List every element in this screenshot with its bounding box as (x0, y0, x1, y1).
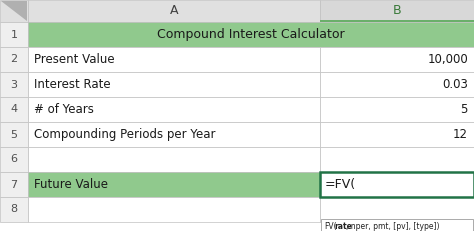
Text: 3: 3 (10, 79, 18, 89)
Bar (28, 97, 320, 122)
Bar (28, 122, 320, 147)
Bar (320, 197, 474, 222)
Text: # of Years: # of Years (34, 103, 94, 116)
Bar (28, 0, 320, 22)
Bar (320, 122, 474, 147)
Text: 6: 6 (10, 155, 18, 164)
Text: Compound Interest Calculator: Compound Interest Calculator (157, 28, 345, 41)
Bar (0, 122, 28, 147)
Bar (28, 172, 320, 197)
Bar (0, 172, 28, 197)
Text: Future Value: Future Value (34, 178, 108, 191)
Bar (28, 147, 320, 172)
Bar (0, 97, 28, 122)
Bar (28, 197, 320, 222)
Text: , nper, pmt, [pv], [type]): , nper, pmt, [pv], [type]) (346, 222, 439, 231)
Bar (320, 47, 474, 72)
Text: 4: 4 (10, 104, 18, 115)
Bar (0, 72, 28, 97)
Bar (0, 47, 28, 72)
Text: FV(: FV( (324, 222, 337, 231)
Text: 5: 5 (10, 130, 18, 140)
Text: Present Value: Present Value (34, 53, 115, 66)
Bar (28, 72, 320, 97)
Bar (0, 22, 28, 47)
Text: 8: 8 (10, 204, 18, 215)
Bar (320, 97, 474, 122)
Text: 10,000: 10,000 (427, 53, 468, 66)
Bar (320, 0, 474, 22)
Bar (320, 20, 474, 22)
Text: 1: 1 (10, 30, 18, 40)
Polygon shape (1, 1, 27, 21)
Text: A: A (170, 4, 178, 18)
Bar (28, 22, 474, 47)
Text: 7: 7 (10, 179, 18, 189)
Bar (321, 219, 473, 231)
Text: 12: 12 (453, 128, 468, 141)
Text: rate: rate (335, 222, 352, 231)
Text: Interest Rate: Interest Rate (34, 78, 110, 91)
Text: =FV(: =FV( (325, 178, 356, 191)
Bar (320, 172, 474, 197)
Text: 2: 2 (10, 55, 18, 64)
Text: 0.03: 0.03 (442, 78, 468, 91)
Text: 5: 5 (461, 103, 468, 116)
Bar (320, 72, 474, 97)
Bar (320, 172, 474, 197)
Bar (0, 197, 28, 222)
Text: B: B (392, 3, 401, 16)
Bar (0, 147, 28, 172)
Bar (0, 0, 28, 22)
Bar (28, 47, 320, 72)
Bar (320, 147, 474, 172)
Text: Compounding Periods per Year: Compounding Periods per Year (34, 128, 216, 141)
